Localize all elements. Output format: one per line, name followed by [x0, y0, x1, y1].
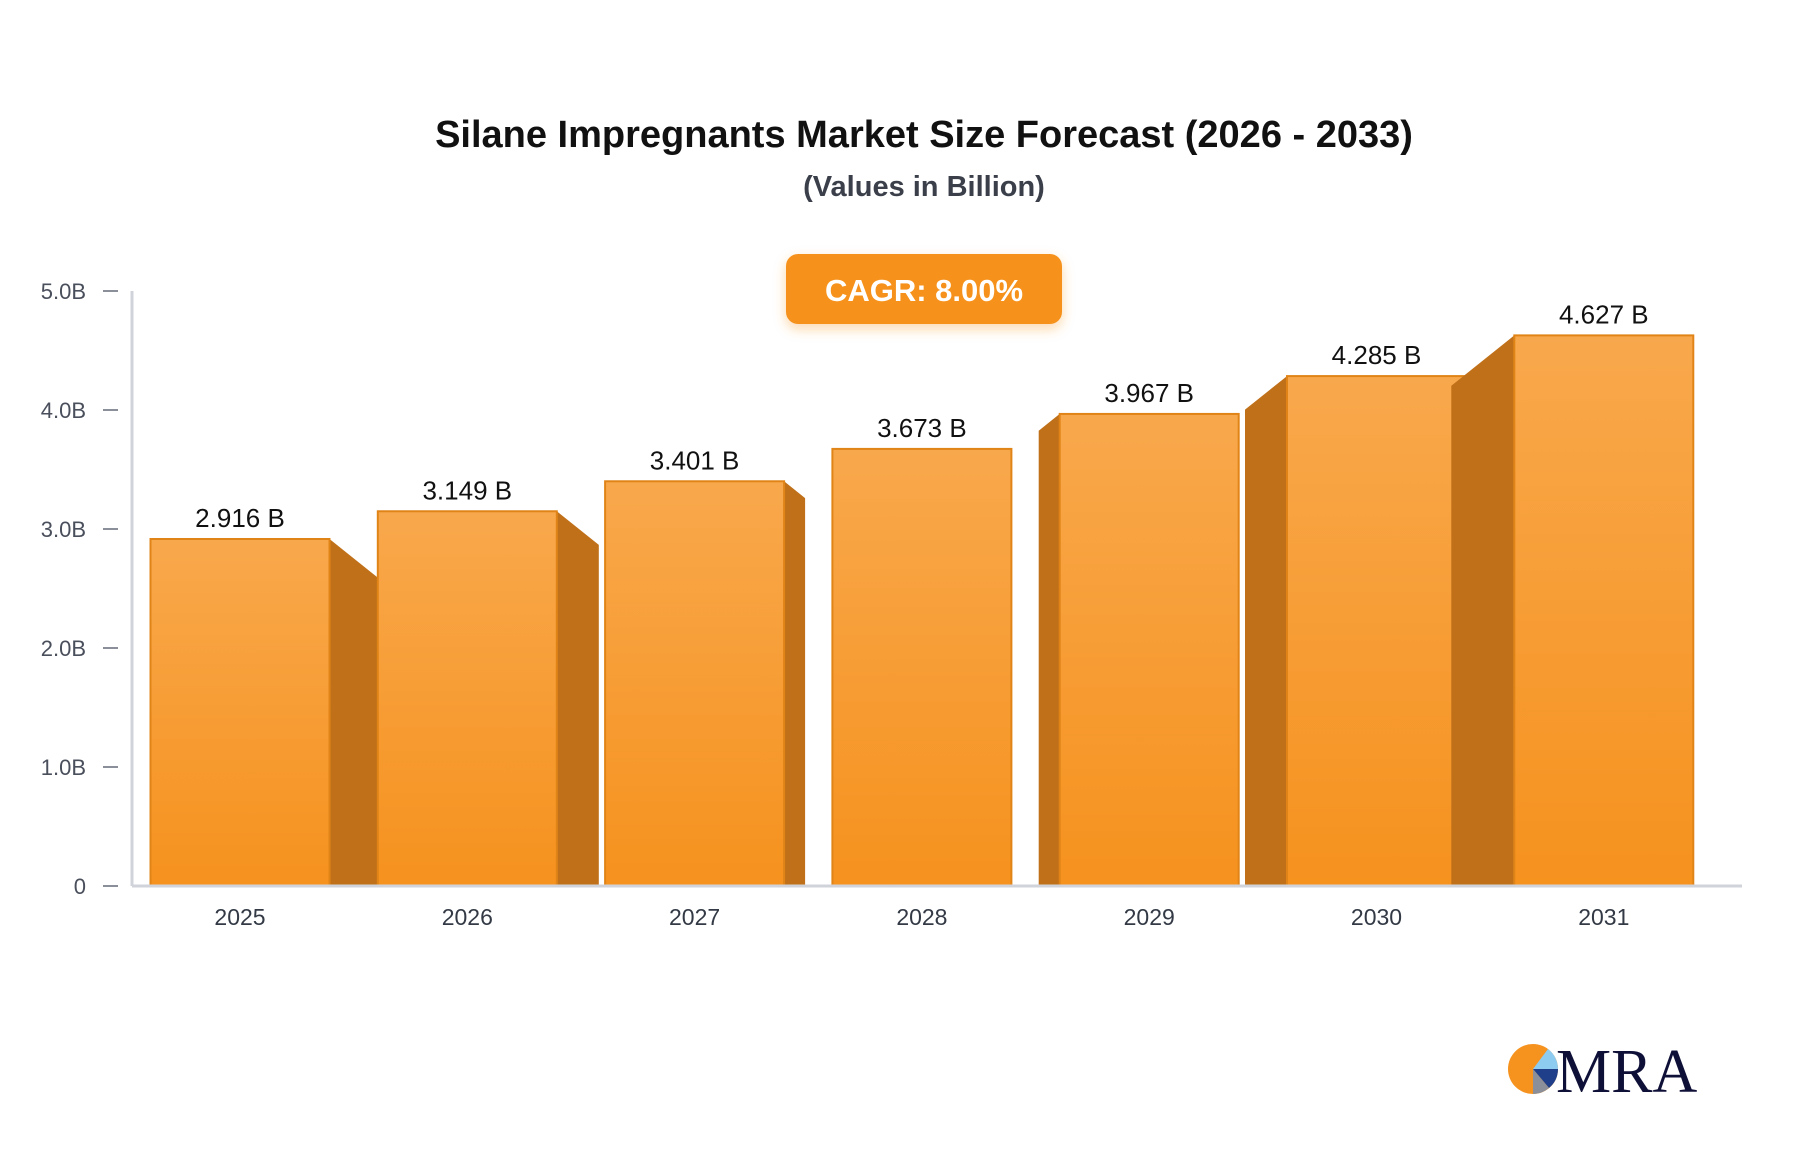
bar-side [329, 538, 393, 886]
chart-title: Silane Impregnants Market Size Forecast … [435, 114, 1413, 156]
bar-side [784, 481, 806, 886]
bars: 2.916 B 3.149 B 3.401 B 3.673 B 3.967 B 4.285… [149, 299, 1695, 887]
bar [149, 537, 331, 887]
data-label: 3.673 B [877, 413, 967, 443]
bar-side [1451, 335, 1515, 887]
cagr-label: CAGR: 8.00% [825, 273, 1023, 308]
bar-group: 2.916 B [149, 503, 393, 887]
mra-logo: MRA [1508, 1038, 1697, 1106]
svg-text:MRA: MRA [1556, 1038, 1697, 1106]
bar [1058, 412, 1240, 887]
bar [1286, 375, 1467, 887]
y-tick-label: 3.0B [41, 517, 86, 542]
data-label: 3.967 B [1104, 378, 1194, 408]
x-tick-label: 2027 [669, 904, 720, 930]
x-tick-label: 2026 [442, 904, 493, 930]
data-label: 3.401 B [650, 445, 740, 475]
bar [1513, 334, 1695, 887]
bar-group: 4.285 B [1245, 340, 1467, 887]
bar-side [1038, 413, 1060, 886]
y-tick-label: 0 [74, 874, 86, 899]
x-tick-label: 2031 [1578, 904, 1629, 930]
bar-group: 3.149 B [376, 475, 599, 887]
data-label: 4.285 B [1332, 340, 1422, 370]
y-axis: 0 1.0B 2.0B 3.0B 4.0B 5.0B [41, 279, 134, 899]
x-tick-label: 2029 [1124, 904, 1175, 930]
x-axis: 2025 2026 2027 2028 2029 2030 2031 [132, 884, 1742, 930]
x-tick-label: 2028 [896, 904, 947, 930]
chart-subtitle: (Values in Billion) [803, 171, 1045, 203]
y-tick-label: 1.0B [41, 755, 86, 780]
bar-group: 3.673 B [831, 413, 1013, 887]
y-tick-label: 4.0B [41, 398, 86, 423]
cagr-badge: CAGR: 8.00% [786, 254, 1062, 324]
bar-group: 3.967 B [1038, 378, 1240, 887]
bar-side [556, 511, 599, 886]
data-label: 2.916 B [195, 503, 285, 533]
y-tick-label: 2.0B [41, 636, 86, 661]
bar-side [1245, 376, 1287, 886]
bar [604, 480, 786, 887]
bar [831, 447, 1013, 887]
x-tick-label: 2030 [1351, 904, 1402, 930]
y-tick-label: 5.0B [41, 279, 86, 304]
bar [376, 510, 558, 887]
bar-group: 4.627 B [1451, 299, 1695, 887]
data-label: 4.627 B [1559, 299, 1649, 329]
x-tick-label: 2025 [214, 904, 265, 930]
data-label: 3.149 B [422, 475, 512, 505]
bar-group: 3.401 B [604, 445, 806, 887]
